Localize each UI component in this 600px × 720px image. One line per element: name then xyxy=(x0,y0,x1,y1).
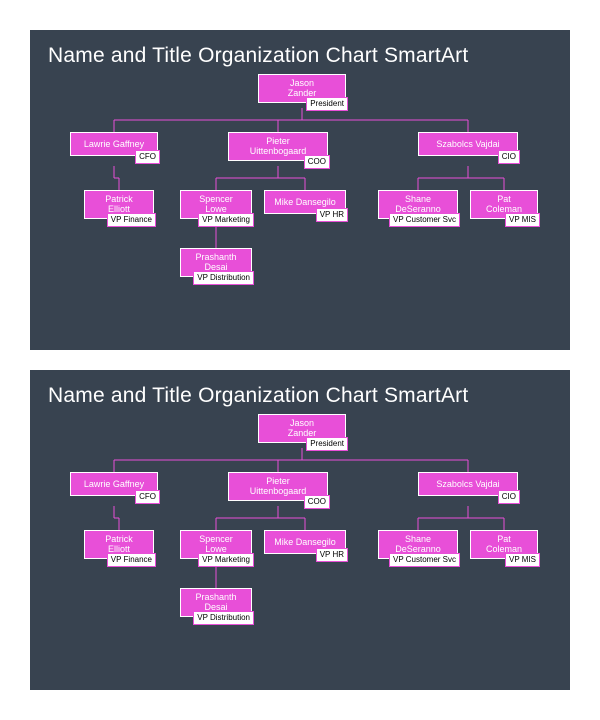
org-node-vpmkt: Spencer LoweVP Marketing xyxy=(180,530,252,559)
node-title: VP Finance xyxy=(107,553,156,567)
org-node-vpcs: Shane DeSerannoVP Customer Svc xyxy=(378,190,458,219)
org-node-cfo: Lawrie GaffneyCFO xyxy=(70,132,158,156)
node-title: VP Distribution xyxy=(193,611,254,625)
org-node-vphr: Mike DansegiloVP HR xyxy=(264,530,346,554)
node-title: CFO xyxy=(135,150,160,164)
node-title: VP Finance xyxy=(107,213,156,227)
node-title: President xyxy=(306,97,348,111)
org-node-cio: Szabolcs VajdaiCIO xyxy=(418,132,518,156)
slide-1: Name and Title Organization Chart SmartA… xyxy=(30,30,570,350)
node-title: President xyxy=(306,437,348,451)
node-title: VP MIS xyxy=(505,553,540,567)
org-node-vpfin: Patrick ElliottVP Finance xyxy=(84,190,154,219)
node-title: VP Marketing xyxy=(198,213,254,227)
slide-2: Name and Title Organization Chart SmartA… xyxy=(30,370,570,690)
org-node-pres: Jason ZanderPresident xyxy=(258,414,346,443)
node-title: CFO xyxy=(135,490,160,504)
org-node-vpdist: Prashanth DesaiVP Distribution xyxy=(180,248,252,277)
org-chart: Jason ZanderPresident Lawrie GaffneyCFO Pi… xyxy=(48,74,552,314)
node-title: VP HR xyxy=(316,548,348,562)
org-node-vpmis: Pat ColemanVP MIS xyxy=(470,530,538,559)
org-node-coo: Pieter UittenbogaardCOO xyxy=(228,472,328,501)
org-node-pres: Jason ZanderPresident xyxy=(258,74,346,103)
node-title: VP Marketing xyxy=(198,553,254,567)
node-title: COO xyxy=(304,155,330,169)
org-node-cfo: Lawrie GaffneyCFO xyxy=(70,472,158,496)
org-node-vpdist: Prashanth DesaiVP Distribution xyxy=(180,588,252,617)
node-title: VP HR xyxy=(316,208,348,222)
org-node-vpcs: Shane DeSerannoVP Customer Svc xyxy=(378,530,458,559)
node-title: VP Distribution xyxy=(193,271,254,285)
node-title: VP Customer Svc xyxy=(389,213,460,227)
org-node-vpmkt: Spencer LoweVP Marketing xyxy=(180,190,252,219)
node-title: CIO xyxy=(498,150,520,164)
org-node-vpfin: Patrick ElliottVP Finance xyxy=(84,530,154,559)
slide-title: Name and Title Organization Chart SmartA… xyxy=(48,44,552,68)
org-chart: Jason ZanderPresident Lawrie GaffneyCFO Pi… xyxy=(48,414,552,654)
org-node-vpmis: Pat ColemanVP MIS xyxy=(470,190,538,219)
org-node-cio: Szabolcs VajdaiCIO xyxy=(418,472,518,496)
node-title: COO xyxy=(304,495,330,509)
slide-title: Name and Title Organization Chart SmartA… xyxy=(48,384,552,408)
node-title: VP Customer Svc xyxy=(389,553,460,567)
org-node-coo: Pieter UittenbogaardCOO xyxy=(228,132,328,161)
org-node-vphr: Mike DansegiloVP HR xyxy=(264,190,346,214)
node-title: VP MIS xyxy=(505,213,540,227)
node-title: CIO xyxy=(498,490,520,504)
